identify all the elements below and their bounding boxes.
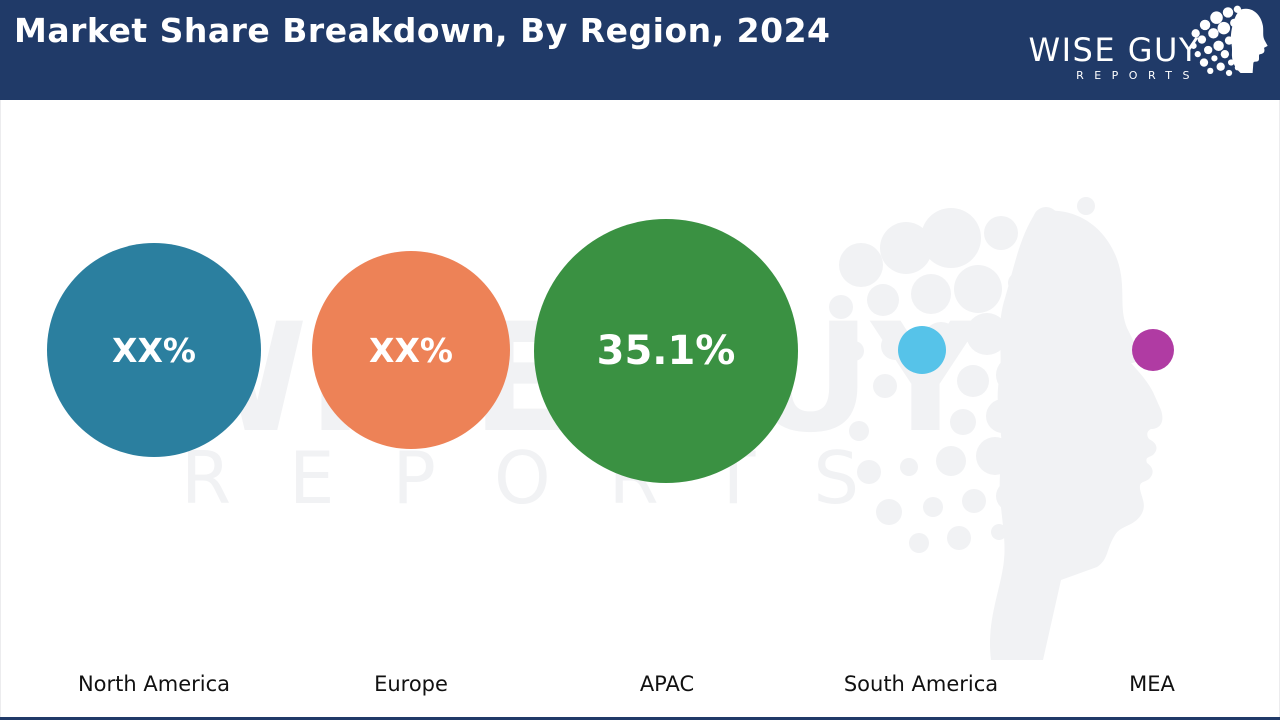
- bubble-europe: XX%: [312, 251, 510, 449]
- chart-area: WISE GUY REPORTS: [0, 100, 1280, 717]
- bubble-mea: [1132, 329, 1174, 371]
- watermark-subtitle: REPORTS: [181, 436, 917, 520]
- logo-subtitle: REPORTS: [1076, 69, 1200, 82]
- category-label-north-america: North America: [77, 672, 231, 696]
- logo-text: WISE GUY REPORTS: [1028, 34, 1200, 82]
- bubble-value-label: 35.1%: [596, 328, 736, 374]
- bubble-apac: 35.1%: [534, 219, 798, 483]
- bubble-value-label: XX%: [369, 330, 453, 370]
- bubble-north-america: XX%: [47, 243, 261, 457]
- footer-bar: [0, 717, 1280, 720]
- category-label-mea: MEA: [1129, 672, 1175, 696]
- logo-head-profile-icon: [1190, 5, 1268, 77]
- category-label-apac: APAC: [639, 672, 695, 696]
- watermark-head-profile: [989, 210, 1163, 661]
- bubble-value-label: XX%: [112, 330, 196, 370]
- wise-guy-reports-logo: WISE GUY REPORTS: [1028, 2, 1270, 98]
- bubble-south-america: [898, 326, 946, 374]
- header-bar: Market Share Breakdown, By Region, 2024 …: [0, 0, 1280, 100]
- category-label-south-america: South America: [843, 672, 999, 696]
- category-label-europe: Europe: [374, 672, 448, 696]
- logo-wordmark: WISE GUY: [1028, 31, 1200, 69]
- page-title: Market Share Breakdown, By Region, 2024: [14, 11, 831, 50]
